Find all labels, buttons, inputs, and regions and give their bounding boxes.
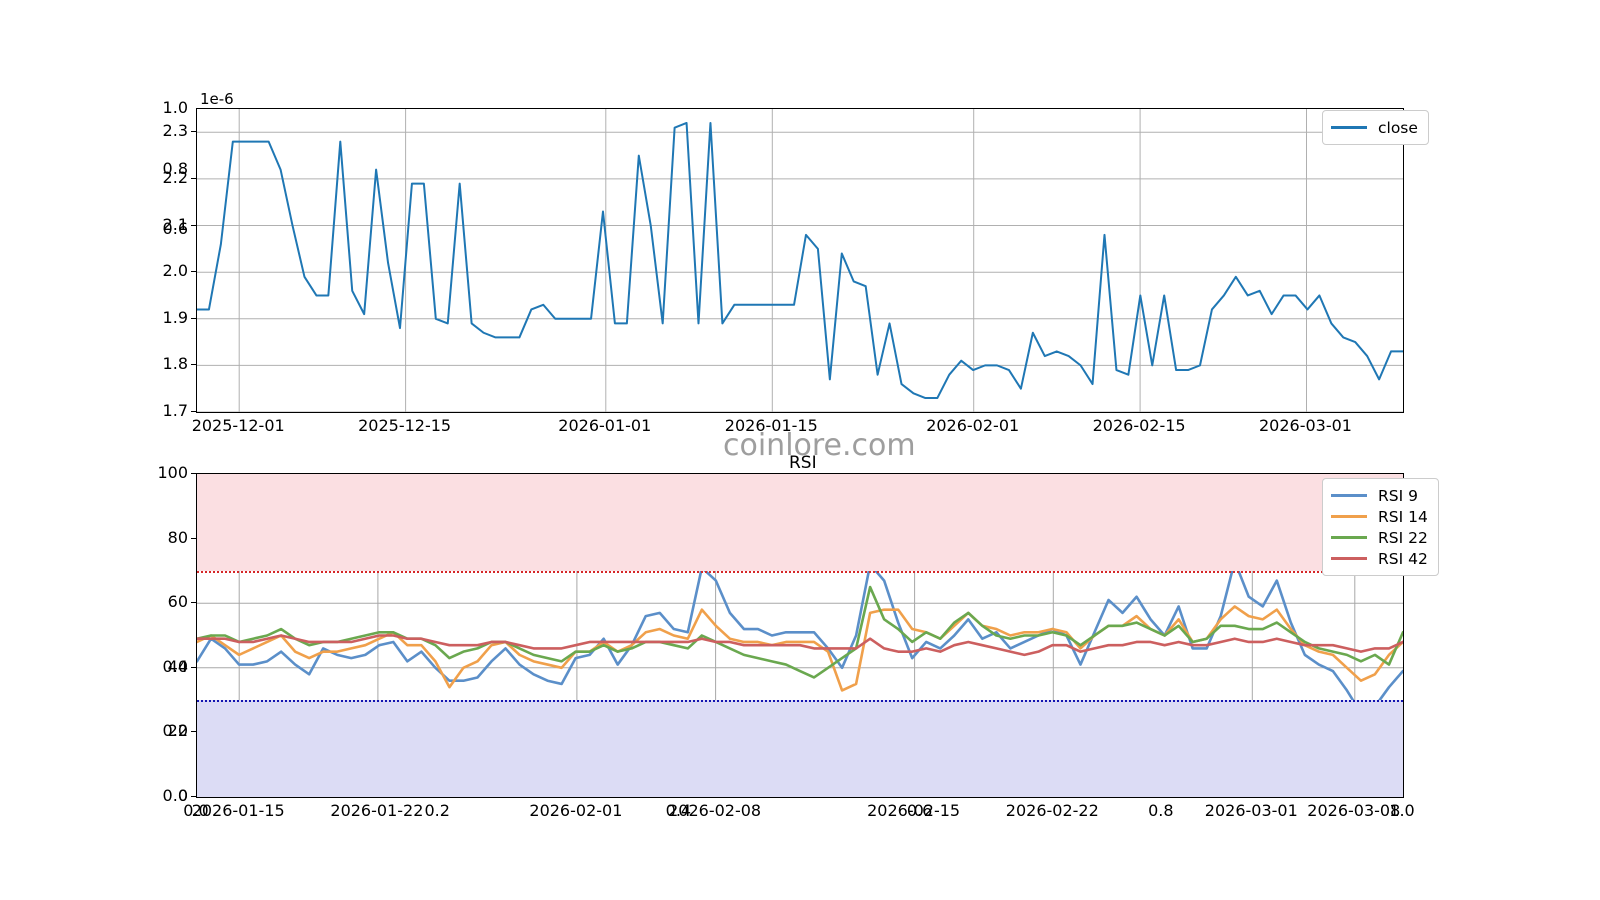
rsi-y-tick-40: 40 — [167, 656, 188, 676]
rsi-oversold-threshold-line — [197, 700, 1403, 703]
price-x-tick-2026-02-01: 2026-02-01 — [926, 416, 1020, 435]
rsi-y-tick-20: 20 — [167, 721, 188, 741]
rsi-chart-legend[interactable]: RSI 9 RSI 14 RSI 22 RSI 42 — [1322, 478, 1439, 576]
rsi-legend-swatch-rsi-22 — [1331, 536, 1367, 539]
rsi-legend-item-rsi-22[interactable]: RSI 22 — [1331, 527, 1428, 548]
price-legend-swatch-close — [1331, 126, 1367, 129]
price-y-tick-1.8: 1.8 — [162, 354, 188, 374]
rsi-legend-item-rsi-14[interactable]: RSI 14 — [1331, 506, 1428, 527]
price-y-tick-2.1: 2.1 — [162, 214, 188, 234]
price-line-svg — [197, 109, 1403, 412]
price-y-tick-2.2: 2.2 — [162, 167, 188, 187]
rsi-legend-label-rsi-42: RSI 42 — [1378, 549, 1428, 568]
rsi-x-tick-2026-02-22: 2026-02-22 — [1005, 801, 1099, 820]
rsi-x-tick-2026-02-01: 2026-02-01 — [529, 801, 623, 820]
rsi-panel-title: RSI — [789, 453, 817, 473]
price-chart-plot-area — [196, 108, 1404, 413]
rsi-y-tickmark — [191, 796, 196, 797]
price-y-tickmark — [191, 177, 196, 179]
rsi-overbought-band — [197, 474, 1403, 571]
rsi-legend-item-rsi-9[interactable]: RSI 9 — [1331, 485, 1428, 506]
rsi-x-tick-2026-02-15: 2026-02-15 — [867, 801, 961, 820]
price-x-tick-2026-01-01: 2026-01-01 — [558, 416, 652, 435]
price-x-tick-2026-02-15: 2026-02-15 — [1092, 416, 1186, 435]
price-offset-exponent: 1e-6 — [200, 90, 234, 108]
price-y-tickmark — [191, 364, 196, 366]
watermark-coinlore: coinlore.com — [723, 428, 916, 463]
price-legend-label-close: close — [1378, 118, 1418, 137]
rsi-chart-plot-area — [196, 473, 1404, 798]
price-y-tick-1.7: 1.7 — [162, 401, 188, 420]
rsi-legend-label-rsi-9: RSI 9 — [1378, 486, 1418, 505]
rsi-x-tick-2026-03-01: 2026-03-01 — [1204, 801, 1298, 820]
rsi-x-tick-2026-03-08: 2026-03-08 — [1307, 801, 1401, 820]
price-overlay-y-tick-1.0: 1.0 — [162, 98, 188, 117]
price-x-tick-2025-12-01: 2025-12-01 — [191, 416, 285, 435]
rsi-y-tick-100: 100 — [157, 463, 188, 482]
price-x-tick-2026-03-01: 2026-03-01 — [1259, 416, 1352, 435]
rsi-y-tick-60: 60 — [167, 592, 188, 612]
price-chart-legend[interactable]: close — [1322, 110, 1429, 145]
rsi-legend-swatch-rsi-14 — [1331, 515, 1367, 518]
rsi-overlay-y-tick-0.0: 0.0 — [162, 786, 188, 805]
rsi-overlay-x-tick-0.0: 0.0 — [183, 801, 209, 820]
rsi-overlay-x-tick-0.6: 0.6 — [906, 801, 933, 820]
price-y-tick-2.0: 2.0 — [162, 261, 188, 281]
rsi-x-tick-2026-02-08: 2026-02-08 — [668, 801, 762, 820]
rsi-oversold-band — [197, 700, 1403, 797]
price-y-tick-2.3: 2.3 — [162, 121, 188, 141]
rsi-overlay-y-tick-0.2: 0.2 — [162, 721, 188, 741]
price-x-tick-2026-01-15: 2026-01-15 — [724, 416, 818, 435]
rsi-legend-swatch-rsi-9 — [1331, 494, 1367, 497]
rsi-overlay-x-tick-0.4: 0.4 — [665, 801, 692, 820]
rsi-overlay-x-tick-0.2: 0.2 — [424, 801, 450, 820]
rsi-overbought-threshold-line — [197, 570, 1403, 573]
rsi-y-tickmark — [191, 537, 196, 539]
rsi-x-tick-2026-01-22: 2026-01-22 — [330, 801, 424, 820]
rsi-legend-swatch-rsi-42 — [1331, 557, 1367, 560]
rsi-y-tick-80: 80 — [167, 527, 188, 547]
rsi-overlay-y-tick-0.4: 0.4 — [162, 656, 188, 676]
rsi-legend-item-rsi-42[interactable]: RSI 42 — [1331, 548, 1428, 569]
price-x-tick-2025-12-15: 2025-12-15 — [358, 416, 452, 435]
price-y-tick-1.9: 1.9 — [162, 307, 188, 327]
rsi-overlay-x-tick-1.0: 1.0 — [1389, 801, 1415, 820]
rsi-y-tick-0: 0 — [177, 786, 188, 805]
rsi-legend-label-rsi-22: RSI 22 — [1378, 528, 1428, 547]
price-y-tickmark — [191, 271, 196, 273]
price-y-tickmark — [191, 317, 196, 319]
rsi-y-tickmark — [191, 473, 196, 474]
price-y-tickmark — [191, 224, 196, 226]
rsi-y-tickmark — [191, 731, 196, 733]
rsi-y-tickmark — [191, 602, 196, 604]
price-y-tickmark — [191, 411, 196, 412]
rsi-overlay-x-tick-0.8: 0.8 — [1148, 801, 1174, 820]
price-overlay-y-tick-0.6: 0.6 — [162, 219, 188, 239]
rsi-x-tick-2026-01-15: 2026-01-15 — [191, 801, 285, 820]
price-overlay-y-tick-0.8: 0.8 — [162, 158, 188, 178]
price-y-tickmark — [191, 131, 196, 133]
rsi-legend-label-rsi-14: RSI 14 — [1378, 507, 1428, 526]
price-legend-item-close[interactable]: close — [1331, 117, 1418, 138]
rsi-y-tickmark — [191, 666, 196, 668]
